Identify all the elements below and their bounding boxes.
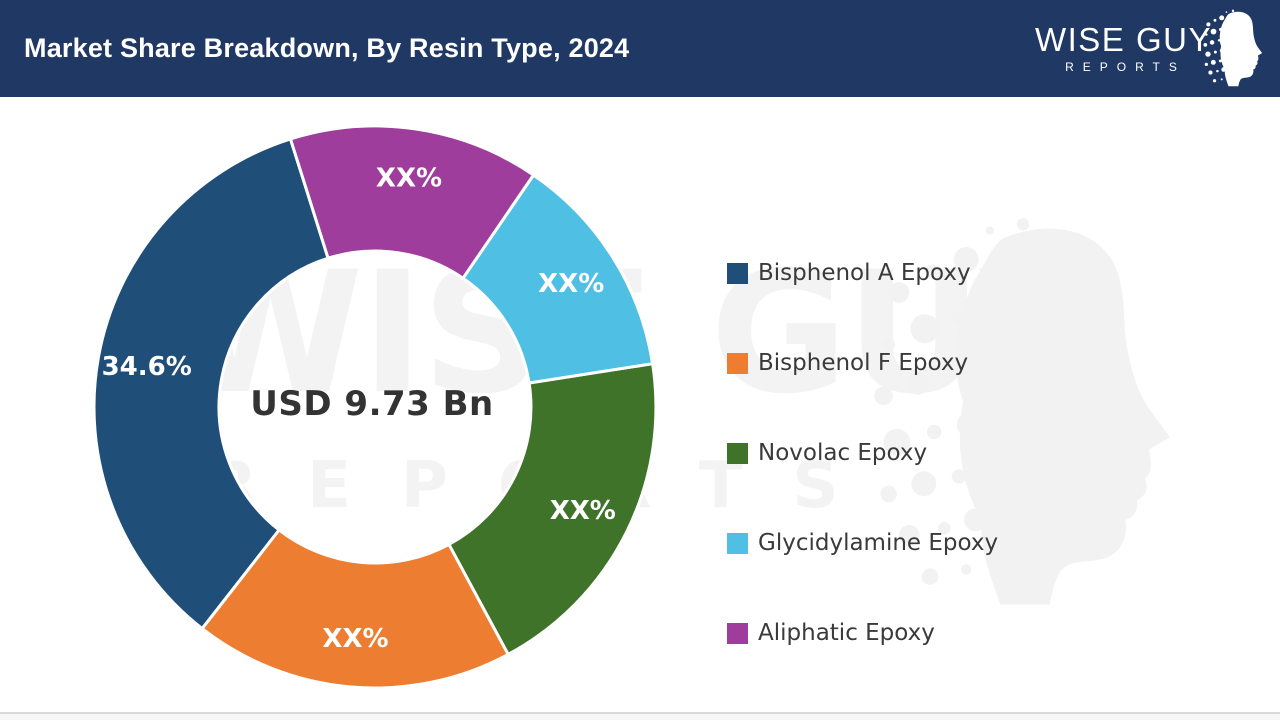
legend-swatch	[727, 443, 748, 464]
legend-item: Bisphenol A Epoxy	[727, 260, 998, 287]
legend-label: Bisphenol F Epoxy	[758, 350, 969, 376]
legend-label: Aliphatic Epoxy	[758, 620, 935, 646]
header: Market Share Breakdown, By Resin Type, 2…	[0, 0, 1280, 97]
logo-wordmark-line1: WISE GUY	[1034, 21, 1212, 59]
slice-label: XX%	[322, 624, 388, 654]
legend-item: Novolac Epoxy	[727, 440, 998, 467]
page-title: Market Share Breakdown, By Resin Type, 2…	[24, 33, 630, 63]
bottom-border	[0, 712, 1280, 720]
donut-slice	[92, 137, 330, 631]
wise-guy-reports-logo: WISE GUY REPORTS	[1035, 8, 1266, 90]
legend-item: Bisphenol F Epoxy	[727, 350, 998, 377]
slice-label: 34.6%	[102, 352, 192, 382]
donut-slice	[200, 528, 510, 690]
legend-swatch	[727, 353, 748, 374]
donut-center-value: USD 9.73 Bn	[250, 384, 494, 424]
slice-label: XX%	[376, 164, 442, 194]
legend-item: Glycidylamine Epoxy	[727, 530, 998, 557]
legend-swatch	[727, 623, 748, 644]
logo-face-icon	[1203, 9, 1263, 86]
legend-item: Aliphatic Epoxy	[727, 620, 998, 647]
logo-wordmark-line2: REPORTS	[1065, 59, 1186, 74]
donut-slice	[289, 124, 535, 280]
legend-swatch	[727, 263, 748, 284]
donut-slice	[447, 362, 658, 656]
donut-chart: 34.6% XX% XX% XX% XX%	[92, 124, 658, 690]
legend-label: Glycidylamine Epoxy	[758, 530, 999, 556]
chart-area: WISE GUY REPORTS 34.6%XX%XX%XX%XX% USD 9…	[0, 97, 1280, 713]
legend-swatch	[727, 533, 748, 554]
slice-label: XX%	[538, 269, 604, 299]
slice-label: XX%	[550, 496, 616, 526]
chart-legend: Bisphenol A Epoxy Bisphenol F Epoxy Novola…	[727, 260, 998, 647]
logo-wordmark: WISE GUY REPORTS	[1035, 23, 1212, 74]
legend-label: Novolac Epoxy	[758, 440, 928, 466]
legend-label: Bisphenol A Epoxy	[758, 260, 971, 286]
